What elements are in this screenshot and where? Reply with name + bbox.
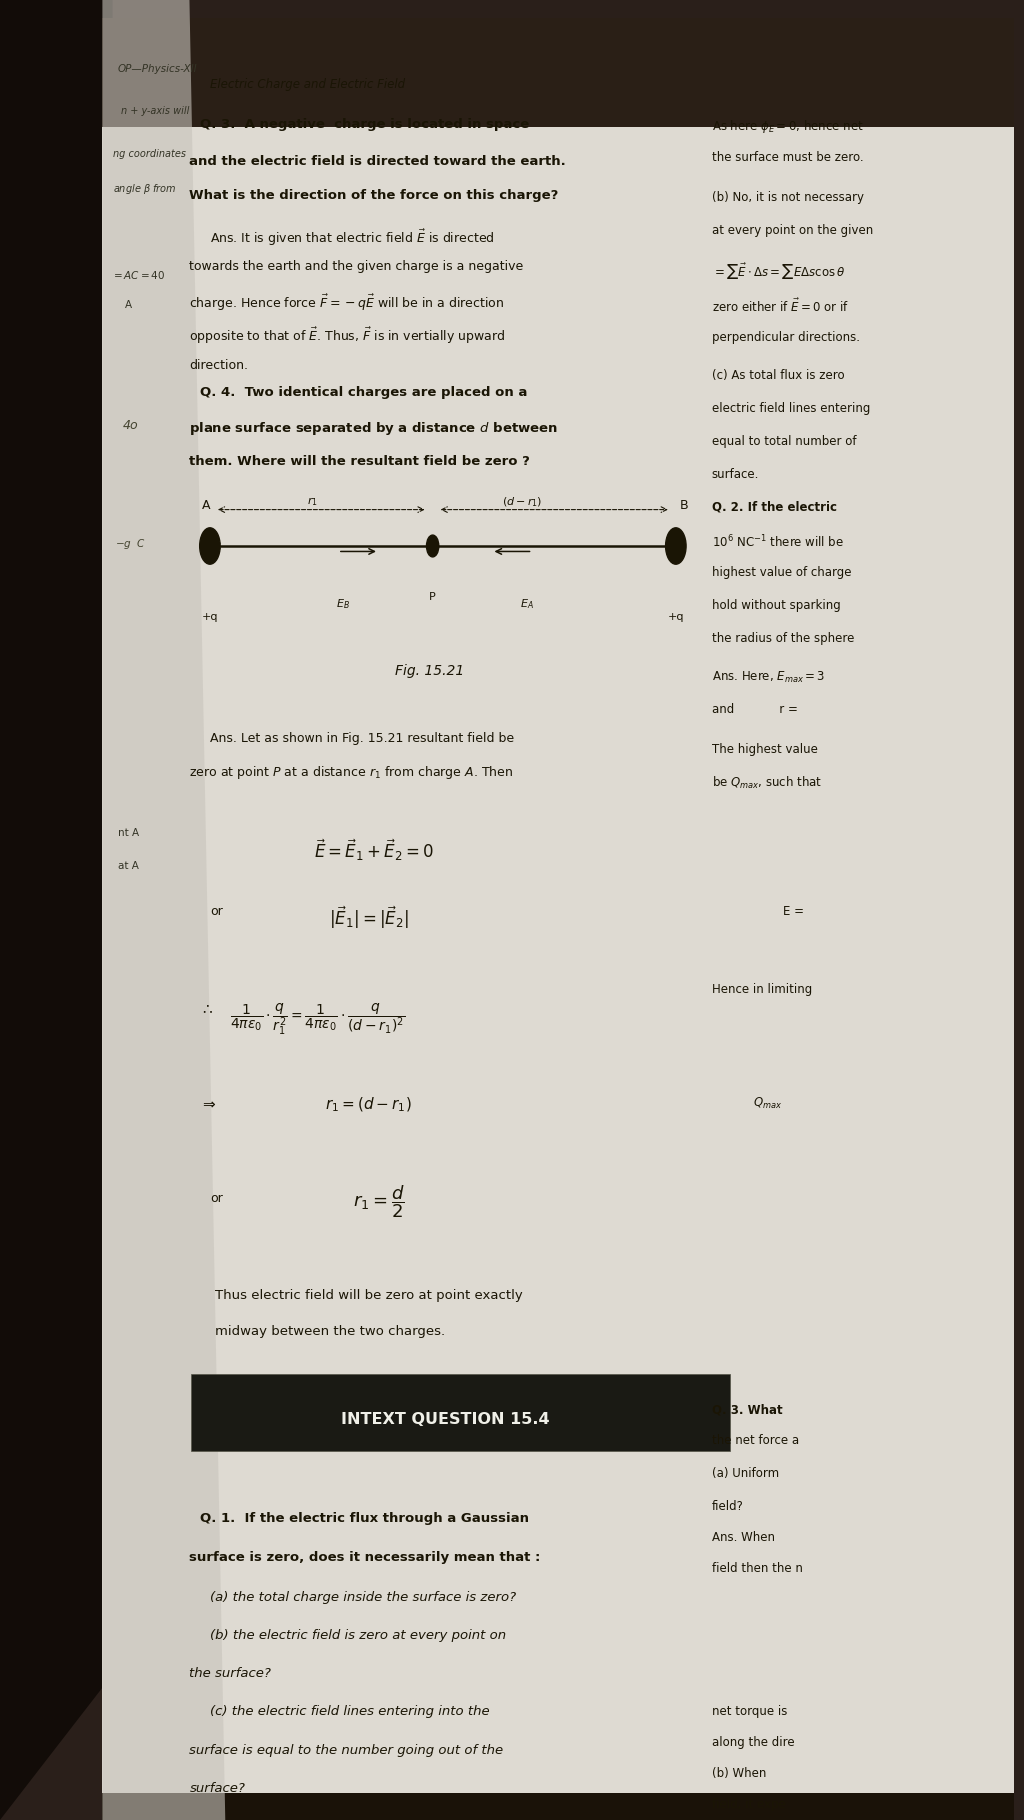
Text: highest value of charge: highest value of charge (712, 566, 851, 579)
Text: them. Where will the resultant field be zero ?: them. Where will the resultant field be … (189, 455, 530, 468)
Text: E =: E = (783, 905, 805, 917)
Text: Q. 3. What: Q. 3. What (712, 1403, 782, 1416)
Text: angle $\beta$ from: angle $\beta$ from (113, 182, 176, 197)
Text: A: A (202, 499, 210, 513)
Text: opposite to that of $\vec{E}$. Thus, $\vec{F}$ is in vertially upward: opposite to that of $\vec{E}$. Thus, $\v… (189, 326, 506, 346)
Text: surface?: surface? (189, 1782, 246, 1795)
Text: ng coordinates: ng coordinates (113, 149, 185, 158)
Text: or: or (210, 905, 222, 917)
Text: the net force a: the net force a (712, 1434, 799, 1447)
Text: The highest value: The highest value (712, 743, 817, 755)
Text: $E_A$: $E_A$ (520, 597, 535, 612)
Text: (a) Uniform: (a) Uniform (712, 1467, 779, 1480)
Text: $Q_{max}$: $Q_{max}$ (753, 1096, 782, 1110)
Text: equal to total number of: equal to total number of (712, 435, 856, 448)
Text: B: B (680, 499, 688, 513)
Text: Ans. When: Ans. When (712, 1531, 775, 1543)
Text: direction.: direction. (189, 359, 249, 371)
Text: midway between the two charges.: midway between the two charges. (215, 1325, 445, 1338)
Text: (c) As total flux is zero: (c) As total flux is zero (712, 369, 845, 382)
Text: Q. 4.  Two identical charges are placed on a: Q. 4. Two identical charges are placed o… (200, 386, 527, 399)
Text: $r_1 = \dfrac{d}{2}$: $r_1 = \dfrac{d}{2}$ (353, 1183, 404, 1219)
Text: +q: +q (668, 612, 684, 621)
Text: charge. Hence force $\vec{F}=-q\vec{E}$ will be in a direction: charge. Hence force $\vec{F}=-q\vec{E}$ … (189, 293, 505, 313)
Text: n + y-axis will: n + y-axis will (121, 106, 189, 115)
Text: $= \sum\vec{E}\cdot\Delta s = \sum E\Delta s\cos\theta$: $= \sum\vec{E}\cdot\Delta s = \sum E\Del… (712, 262, 845, 282)
Text: Thus electric field will be zero at point exactly: Thus electric field will be zero at poin… (215, 1289, 523, 1301)
Circle shape (666, 528, 686, 564)
Text: nt A: nt A (118, 828, 139, 837)
Text: Q. 1.  If the electric flux through a Gaussian: Q. 1. If the electric flux through a Gau… (200, 1512, 528, 1525)
Text: $\therefore$: $\therefore$ (200, 1001, 213, 1016)
Text: $E_B$: $E_B$ (336, 597, 350, 612)
Text: electric field lines entering: electric field lines entering (712, 402, 870, 415)
Text: zero at point $P$ at a distance $r_1$ from charge $A$. Then: zero at point $P$ at a distance $r_1$ fr… (189, 764, 514, 781)
Text: $-g$  C: $-g$ C (115, 537, 145, 551)
Text: INTEXT QUESTION 15.4: INTEXT QUESTION 15.4 (341, 1412, 550, 1427)
Text: hold without sparking: hold without sparking (712, 599, 841, 612)
Text: field, it expe: field, it expe (712, 1798, 785, 1811)
Text: Q. 3.  A negative  charge is located in space: Q. 3. A negative charge is located in sp… (200, 118, 529, 131)
Text: Ans. Let as shown in Fig. 15.21 resultant field be: Ans. Let as shown in Fig. 15.21 resultan… (210, 732, 514, 744)
Text: or: or (210, 1192, 222, 1205)
Text: Ans. It is given that electric field $\vec{E}$ is directed: Ans. It is given that electric field $\v… (210, 228, 495, 248)
Text: perpendicular directions.: perpendicular directions. (712, 331, 860, 344)
Text: Q. 2. If the electric: Q. 2. If the electric (712, 501, 837, 513)
Text: field then the n: field then the n (712, 1562, 803, 1574)
Text: (a) the total charge inside the surface is zero?: (a) the total charge inside the surface … (210, 1591, 516, 1603)
Text: (c) the electric field lines entering into the: (c) the electric field lines entering in… (210, 1705, 489, 1718)
Text: P: P (429, 592, 436, 601)
Text: A: A (125, 300, 132, 309)
FancyBboxPatch shape (102, 1793, 1014, 1820)
Text: $\dfrac{1}{4\pi\epsilon_0}\cdot\dfrac{q}{r_1^2} = \dfrac{1}{4\pi\epsilon_0}\cdot: $\dfrac{1}{4\pi\epsilon_0}\cdot\dfrac{q}… (230, 1001, 406, 1037)
Text: (b) the electric field is zero at every point on: (b) the electric field is zero at every … (210, 1629, 506, 1642)
Text: Electric Charge and Electric Field: Electric Charge and Electric Field (210, 78, 406, 91)
Text: surface is zero, does it necessarily mean that :: surface is zero, does it necessarily mea… (189, 1551, 541, 1563)
Text: $(d-r_1)$: $(d-r_1)$ (502, 495, 543, 508)
Text: $r_1 = (d-r_1)$: $r_1 = (d-r_1)$ (326, 1096, 412, 1114)
Circle shape (426, 535, 438, 557)
Text: 4o: 4o (123, 419, 138, 431)
Text: the surface?: the surface? (189, 1667, 271, 1680)
Text: Ans. Here, $E_{max} = 3$: Ans. Here, $E_{max} = 3$ (712, 670, 825, 684)
Text: $|\vec{E}_1| = |\vec{E}_2|$: $|\vec{E}_1| = |\vec{E}_2|$ (329, 905, 409, 932)
Text: surface.: surface. (712, 468, 759, 480)
Text: zero either if $\vec{E}=0$ or if: zero either if $\vec{E}=0$ or if (712, 298, 849, 315)
Text: $\Rightarrow$: $\Rightarrow$ (200, 1096, 217, 1110)
Polygon shape (102, 0, 225, 1820)
Text: $r_1$: $r_1$ (307, 495, 317, 508)
Text: (b) When: (b) When (712, 1767, 766, 1780)
Text: $= AC = 40$: $= AC = 40$ (111, 269, 165, 282)
Text: $10^6$ NC$^{-1}$ there will be: $10^6$ NC$^{-1}$ there will be (712, 533, 844, 550)
FancyBboxPatch shape (102, 18, 1014, 127)
Text: As here $\phi_E = 0$, hence net: As here $\phi_E = 0$, hence net (712, 118, 863, 135)
Text: (b) No, it is not necessary: (b) No, it is not necessary (712, 191, 863, 204)
Circle shape (200, 528, 220, 564)
Text: field?: field? (712, 1500, 743, 1512)
Text: and the electric field is directed toward the earth.: and the electric field is directed towar… (189, 155, 566, 167)
Text: Hence in limiting: Hence in limiting (712, 983, 812, 996)
Text: surface is equal to the number going out of the: surface is equal to the number going out… (189, 1744, 504, 1756)
Text: net torque is: net torque is (712, 1705, 787, 1718)
Text: What is the direction of the force on this charge?: What is the direction of the force on th… (189, 189, 559, 202)
Text: at every point on the given: at every point on the given (712, 224, 872, 237)
Text: and            r =: and r = (712, 703, 798, 715)
Text: the surface must be zero.: the surface must be zero. (712, 151, 863, 164)
FancyBboxPatch shape (102, 27, 1014, 1802)
Text: the radius of the sphere: the radius of the sphere (712, 632, 854, 644)
Text: be $Q_{max}$, such that: be $Q_{max}$, such that (712, 775, 822, 792)
Text: at A: at A (118, 861, 138, 870)
FancyBboxPatch shape (191, 1374, 730, 1451)
Polygon shape (0, 0, 113, 1820)
Text: Fig. 15.21: Fig. 15.21 (395, 664, 465, 679)
Text: +q: +q (202, 612, 218, 621)
Text: $\vec{E} = \vec{E}_1 + \vec{E}_2 = 0$: $\vec{E} = \vec{E}_1 + \vec{E}_2 = 0$ (313, 837, 434, 863)
Text: plane surface separated by a distance $d$ between: plane surface separated by a distance $d… (189, 420, 558, 437)
Text: towards the earth and the given charge is a negative: towards the earth and the given charge i… (189, 260, 523, 273)
Text: along the dire: along the dire (712, 1736, 795, 1749)
Text: OP—Physics-XII: OP—Physics-XII (118, 64, 198, 73)
